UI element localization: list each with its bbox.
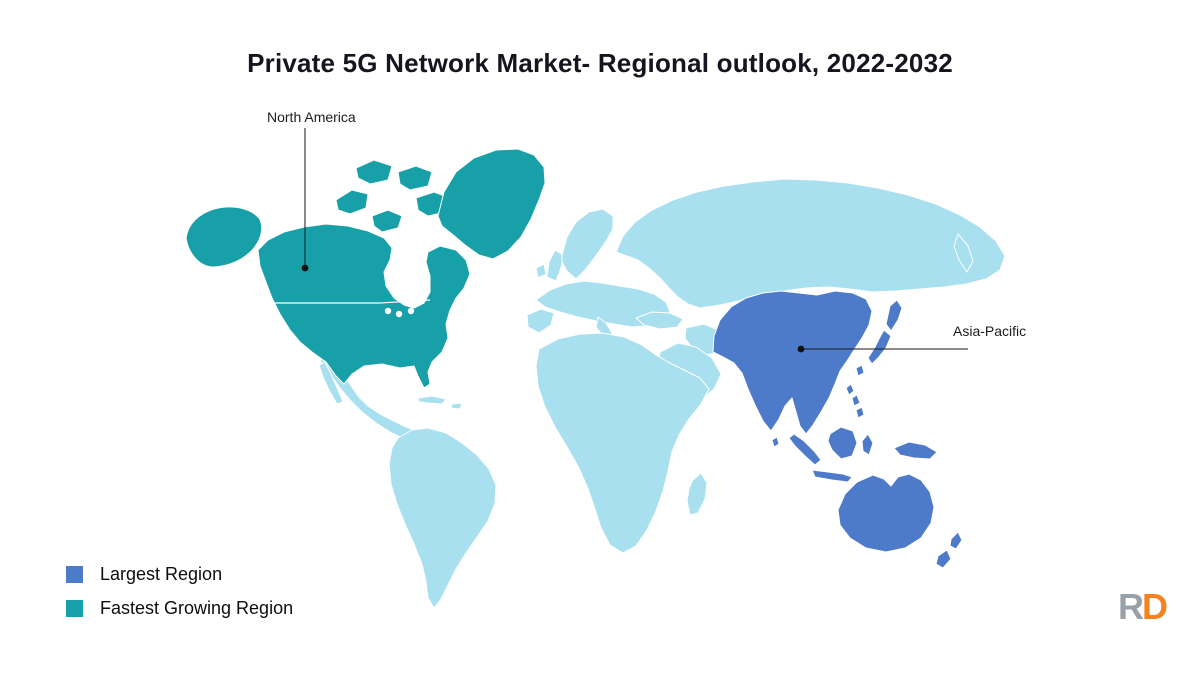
legend-item-label: Fastest Growing Region [100,598,294,618]
landmass-taiwan [855,364,865,377]
great-lake-1 [384,307,392,315]
legend: Largest Region Fastest Growing Region [66,564,293,632]
legend-swatch-fastest-growing-region [66,600,83,617]
legend-swatch-largest-region [66,566,83,583]
landmass-iberia [526,308,555,334]
landmass-sri-lanka [771,436,780,448]
landmass-south-america [388,427,497,609]
landmass-baja [318,361,344,405]
legend-item-label: Largest Region [100,564,223,584]
landmass-arctic-island-3 [397,165,433,191]
landmass-madagascar [686,472,708,516]
landmass-cuba [417,395,447,405]
chart-title: Private 5G Network Market- Regional outl… [247,48,953,78]
landmass-philippines-3 [855,406,865,419]
landmass-africa [535,332,710,554]
landmass-new-zealand-south [935,549,952,569]
landmass-alaska [185,206,263,268]
landmass-scandinavia [561,208,614,280]
great-lake-3 [407,307,415,315]
landmass-new-guinea [893,441,938,460]
landmass-arctic-island-2 [355,159,393,185]
legend-item-fastest-growing-region: Fastest Growing Region [66,598,293,619]
logo-letter-r: R [1118,586,1144,627]
landmass-asia-main [712,290,873,435]
legend-item-largest-region: Largest Region [66,564,293,585]
landmass-ireland [535,263,547,279]
landmass-java [811,469,853,483]
annotation-label-asia-pacific: Asia-Pacific [953,323,1027,339]
landmass-greenland [437,148,546,260]
annotation-pointers [301,128,968,353]
landmass-canada-usa [257,223,471,389]
landmass-russia [615,178,1006,309]
landmass-arctic-island-5 [371,209,403,233]
landmass-europe [535,280,671,328]
landmass-philippines-1 [845,383,855,396]
landmass-turkey [635,311,684,330]
landmass-australia [837,473,935,553]
landmass-sumatra [788,433,822,466]
landmass-sulawesi [861,433,874,456]
landmass-borneo [827,426,858,460]
annotation-dot-north-america [301,264,309,272]
logo-letter-d: D [1142,586,1168,627]
region-asia-pacific-group [712,290,963,569]
annotation-dot-asia-pacific [797,345,805,353]
landmass-kamchatka [953,233,974,273]
region-north-america-group [185,148,546,389]
landmass-philippines-2 [851,394,861,407]
brand-logo: R D [1118,589,1168,625]
great-lake-2 [395,310,403,318]
landmass-japan-south [867,329,892,365]
landmass-arctic-island-1 [335,189,369,215]
annotation-label-north-america: North America [267,109,356,125]
landmass-new-zealand-north [949,531,963,550]
landmass-uk [546,249,564,282]
us-canada-border [262,299,431,304]
landmass-hispaniola [450,402,463,410]
region-other-group [318,178,1006,609]
landmass-japan-north [885,299,903,332]
